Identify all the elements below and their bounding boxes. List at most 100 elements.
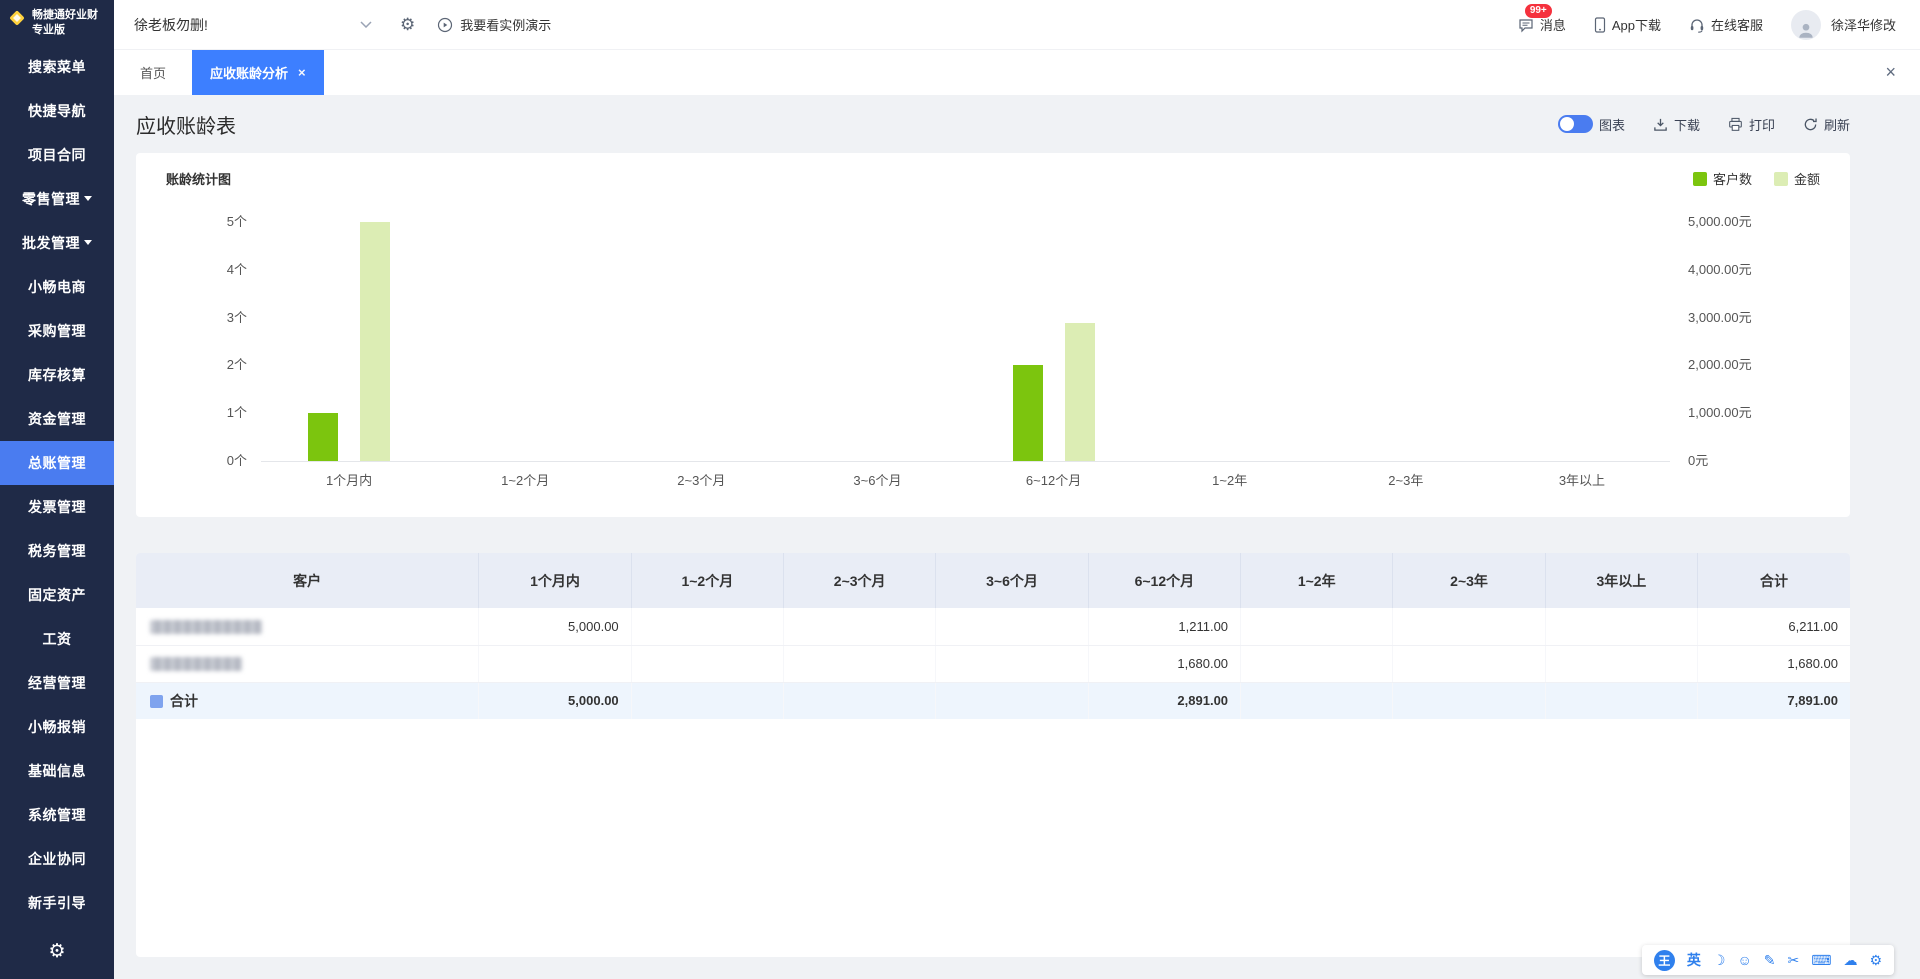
download-button[interactable]: 下载 (1653, 115, 1700, 134)
close-tabs-icon[interactable]: × (1885, 62, 1896, 82)
brand-diamond-icon (10, 11, 24, 25)
chart-plot-area: 0个 1个 2个 3个 4个 5个 0元 1,000.00元 2,000.00元 3,000.00… (227, 214, 1752, 488)
sidebar-nav: 搜索菜单 快捷导航项目合同零售管理 批发管理 小畅电商 采购管理 库存核算 资金管理 总账管理… (0, 45, 114, 925)
settings-gear-icon[interactable]: ⚙ (400, 15, 416, 34)
sidebar-item[interactable]: 资金管理 (0, 397, 114, 441)
sidebar-item[interactable]: 快捷导航 (0, 89, 114, 133)
print-button[interactable]: 打印 (1728, 115, 1775, 134)
avatar[interactable] (1790, 9, 1821, 40)
redacted-customer-name (150, 620, 262, 635)
table-cell: 5,000.00 (478, 608, 632, 646)
keyboard-icon[interactable]: ⌨ (1811, 952, 1832, 968)
settings-icon[interactable]: ⚙ (1869, 952, 1882, 968)
x-axis-label: 3年以上 (1558, 473, 1606, 488)
table-cell (1240, 645, 1394, 683)
chart-bar[interactable] (308, 413, 339, 461)
sidebar-item[interactable]: 零售管理 (0, 177, 114, 221)
chevron-down-icon (84, 196, 92, 202)
column-header: 3年以上 (1545, 553, 1699, 608)
table-cell: 1,680.00 (1088, 645, 1242, 683)
tab-close-icon[interactable]: × (298, 65, 306, 80)
y-axis-right-tick: 4,000.00元 (1688, 261, 1752, 277)
chat-bubble-icon (1519, 18, 1533, 32)
sidebar-settings-gear-icon[interactable]: ⚙ (48, 941, 66, 962)
legend-item[interactable]: 金额 (1773, 169, 1820, 188)
chart-header: 账龄统计图 客户数 金额 (166, 169, 1820, 188)
table-cell (631, 608, 785, 646)
sidebar-item-label: 发票管理 (28, 498, 86, 515)
column-header: 2~3年 (1392, 553, 1546, 608)
sidebar-item[interactable]: 固定资产 (0, 573, 114, 617)
chart-view-toggle[interactable]: 图表 (1557, 115, 1625, 134)
tab-aging-analysis[interactable]: 应收账龄分析 × (192, 50, 324, 95)
sidebar-item[interactable]: 税务管理 (0, 529, 114, 573)
moon-icon[interactable]: ☽ (1712, 952, 1726, 968)
ime-language-toggle[interactable]: 英 (1686, 952, 1701, 968)
page-content: 应收账龄表 图表 下载 (114, 95, 1920, 979)
demo-link[interactable]: 我要看实例演示 (437, 15, 551, 34)
ime-toolbar[interactable]: 王 英 ☽ ☺ ✎ ✂ ⌨ ☁ ⚙ (1641, 945, 1894, 975)
total-cell: 5,000.00 (478, 682, 632, 719)
table-cell: 1,680.00 (1697, 645, 1850, 683)
pen-icon[interactable]: ✎ (1763, 952, 1776, 968)
sidebar-item[interactable]: 企业协同 (0, 837, 114, 881)
chart-bar[interactable] (360, 222, 391, 461)
sidebar-item[interactable]: 新手引导 (0, 881, 114, 925)
ime-logo-icon[interactable]: 王 (1653, 949, 1675, 971)
brand-name: 畅捷通好业财 (32, 9, 98, 21)
chart-bar[interactable] (1012, 365, 1043, 461)
table-row[interactable]: 1,680.00 1,680.00 (136, 645, 1850, 683)
chart-category-slot: 3~6个月 (789, 222, 965, 488)
sidebar-item[interactable]: 经营管理 (0, 661, 114, 705)
total-label: 合计 (170, 692, 198, 709)
scissors-icon[interactable]: ✂ (1787, 952, 1800, 968)
messages-button[interactable]: 99+ 消息 (1518, 3, 1566, 34)
message-count-badge: 99+ (1523, 3, 1553, 19)
username[interactable]: 徐泽华修改 (1830, 18, 1896, 33)
sidebar-item[interactable]: 采购管理 (0, 309, 114, 353)
emoji-icon[interactable]: ☺ (1737, 952, 1752, 968)
tab-home[interactable]: 首页 (114, 50, 192, 95)
table-cell (1392, 645, 1546, 683)
toggle-label: 图表 (1598, 117, 1625, 133)
total-cell (935, 682, 1089, 719)
main-area: 徐老板勿删! ⚙ 我要看实例演示 99+ (114, 0, 1920, 979)
table-row[interactable]: 5,000.00 1,211.00 6,211.00 (136, 608, 1850, 646)
sidebar-item[interactable]: 小畅电商 (0, 265, 114, 309)
sidebar-item-label: 项目合同 (28, 146, 86, 163)
y-axis-left-tick: 5个 (226, 214, 247, 229)
sidebar-item[interactable]: 库存核算 (0, 353, 114, 397)
refresh-button[interactable]: 刷新 (1803, 115, 1850, 134)
sidebar-item[interactable]: 项目合同 (0, 133, 114, 177)
sidebar-item[interactable]: 系统管理 (0, 793, 114, 837)
tab-bar: 首页 应收账龄分析 × × (114, 50, 1920, 95)
app-download-button[interactable]: App下载 (1594, 15, 1661, 34)
sidebar-item[interactable]: 小畅报销 (0, 705, 114, 749)
legend-swatch (1692, 171, 1707, 186)
download-label: 下载 (1673, 117, 1700, 133)
refresh-label: 刷新 (1823, 117, 1850, 133)
chart-legend: 客户数 金额 (1692, 169, 1820, 188)
sidebar-item[interactable]: 工资 (0, 617, 114, 661)
y-axis-right-tick: 5,000.00元 (1688, 214, 1752, 229)
y-axis-left-tick: 3个 (226, 309, 247, 325)
toggle-switch[interactable] (1557, 115, 1593, 133)
page-title: 应收账龄表 (136, 115, 236, 138)
table-cell: 1,211.00 (1088, 608, 1242, 646)
sidebar-item-label: 工资 (42, 630, 72, 647)
total-cell (783, 682, 937, 719)
sidebar-item[interactable]: 搜索菜单 (0, 45, 114, 89)
sidebar-item[interactable]: 基础信息 (0, 749, 114, 793)
total-row: 合计 5,000.00 2,891.00 7,891.00 (136, 682, 1850, 719)
company-selector[interactable]: 徐老板勿删! (128, 15, 378, 35)
legend-item[interactable]: 客户数 (1692, 169, 1752, 188)
total-cell: 2,891.00 (1088, 682, 1242, 719)
online-service-button[interactable]: 在线客服 (1689, 15, 1763, 34)
table-cell (783, 608, 937, 646)
sidebar-item[interactable]: 总账管理 (0, 440, 114, 485)
sidebar-item[interactable]: 批发管理 (0, 221, 114, 265)
cloud-icon[interactable]: ☁ (1843, 952, 1858, 968)
chart-bar[interactable] (1064, 322, 1095, 461)
sidebar-item[interactable]: 发票管理 (0, 485, 114, 529)
